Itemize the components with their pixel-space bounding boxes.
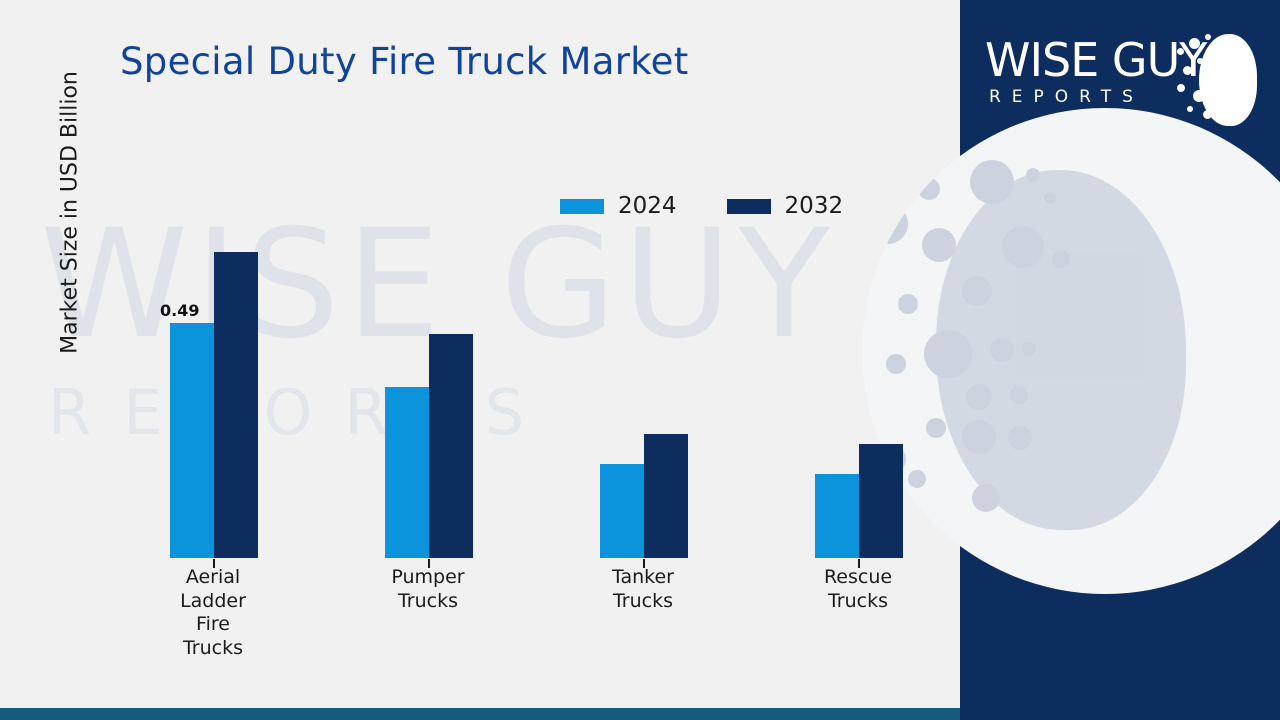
- dot-icon: [908, 470, 926, 488]
- dot-icon: [1189, 38, 1200, 49]
- dot-icon: [1193, 90, 1205, 102]
- dot-icon: [1209, 76, 1216, 83]
- dot-icon: [922, 228, 956, 262]
- head-profile-shape: [936, 170, 1186, 530]
- bar-pumper-2032[interactable]: [429, 334, 473, 558]
- dot-icon: [1177, 48, 1184, 55]
- dot-icon: [1008, 426, 1032, 450]
- bar-rescue-2032[interactable]: [859, 444, 903, 558]
- bar-tanker-2032[interactable]: [644, 434, 688, 558]
- legend-label-2032: 2032: [784, 193, 844, 219]
- plot-area: 0.49 Aerial Ladder Fire Trucks Pumper Trucks Ta…: [123, 252, 948, 660]
- dot-icon: [1044, 192, 1056, 204]
- dot-icon: [1177, 84, 1185, 92]
- x-axis-label-line: Trucks: [827, 589, 888, 612]
- dot-icon: [962, 420, 996, 454]
- bar-value-label: 0.49: [160, 301, 200, 320]
- bar-chart: Market Size in USD Billion 2024 2032 0.4…: [58, 71, 948, 660]
- x-axis-label-0: Aerial Ladder Fire Trucks: [123, 566, 303, 660]
- dot-icon: [1052, 250, 1070, 268]
- bar-aerial-2032[interactable]: [214, 252, 258, 558]
- dot-icon: [966, 384, 992, 410]
- axis-tick-3: [858, 559, 860, 568]
- axis-tick-1: [428, 559, 430, 568]
- dot-icon: [1197, 58, 1203, 64]
- dot-icon: [924, 330, 972, 378]
- x-axis-label-line: Tanker: [612, 566, 674, 588]
- dot-icon: [1183, 66, 1192, 75]
- axis-tick-0: [213, 559, 215, 568]
- x-axis-label-line: Fire: [196, 613, 230, 635]
- legend-swatch-2024: [560, 198, 604, 214]
- x-axis-label-line: Trucks: [182, 636, 243, 659]
- dot-icon: [1205, 34, 1211, 40]
- dot-icon: [970, 160, 1014, 204]
- bar-pumper-2024[interactable]: [385, 387, 429, 558]
- legend-item-2032[interactable]: 2032: [726, 193, 844, 219]
- bar-aerial-2024[interactable]: [170, 323, 214, 558]
- dot-icon: [972, 484, 1000, 512]
- dot-icon: [926, 418, 946, 438]
- dot-icon: [886, 354, 906, 374]
- dot-icon: [1187, 106, 1193, 112]
- dot-icon: [1022, 342, 1036, 356]
- x-axis-label-line: Rescue: [823, 566, 893, 588]
- dot-icon: [868, 204, 908, 244]
- x-axis-label-line: Pumper: [391, 566, 465, 588]
- logo-wordmark-secondary: REPORTS: [989, 87, 1144, 107]
- bar-tanker-2024[interactable]: [600, 464, 644, 558]
- legend-label-2024: 2024: [618, 193, 677, 219]
- axis-tick-2: [643, 559, 645, 568]
- dot-icon: [1002, 226, 1044, 268]
- chart-legend: 2024 2032: [560, 193, 843, 219]
- x-axis-label-line: Ladder: [180, 589, 246, 612]
- legend-item-2024[interactable]: 2024: [560, 193, 677, 219]
- dot-icon: [1010, 386, 1028, 404]
- dot-icon: [918, 178, 940, 200]
- dot-icon: [1203, 110, 1212, 119]
- legend-swatch-2032: [726, 198, 771, 214]
- x-axis-label-3: Rescue Trucks: [768, 566, 948, 613]
- head-circle-watermark: [862, 108, 1280, 594]
- dot-icon: [962, 276, 992, 306]
- x-axis-label-line: Aerial: [185, 566, 241, 588]
- footer-strip: [0, 708, 960, 720]
- bar-rescue-2024[interactable]: [815, 474, 859, 558]
- logo-head-icon: [1175, 32, 1261, 128]
- x-axis-label-line: Trucks: [612, 589, 673, 612]
- x-axis-label-line: Trucks: [397, 589, 458, 612]
- dot-icon: [990, 338, 1014, 362]
- dot-icon: [898, 294, 918, 314]
- logo-wordmark-primary: WISE GUY: [985, 33, 1207, 87]
- x-axis-label-1: Pumper Trucks: [338, 566, 518, 613]
- x-axis-label-2: Tanker Trucks: [553, 566, 733, 613]
- dot-icon: [1026, 168, 1040, 182]
- page-title: Special Duty Fire Truck Market: [120, 40, 689, 83]
- brand-logo: WISE GUY REPORTS: [985, 33, 1257, 126]
